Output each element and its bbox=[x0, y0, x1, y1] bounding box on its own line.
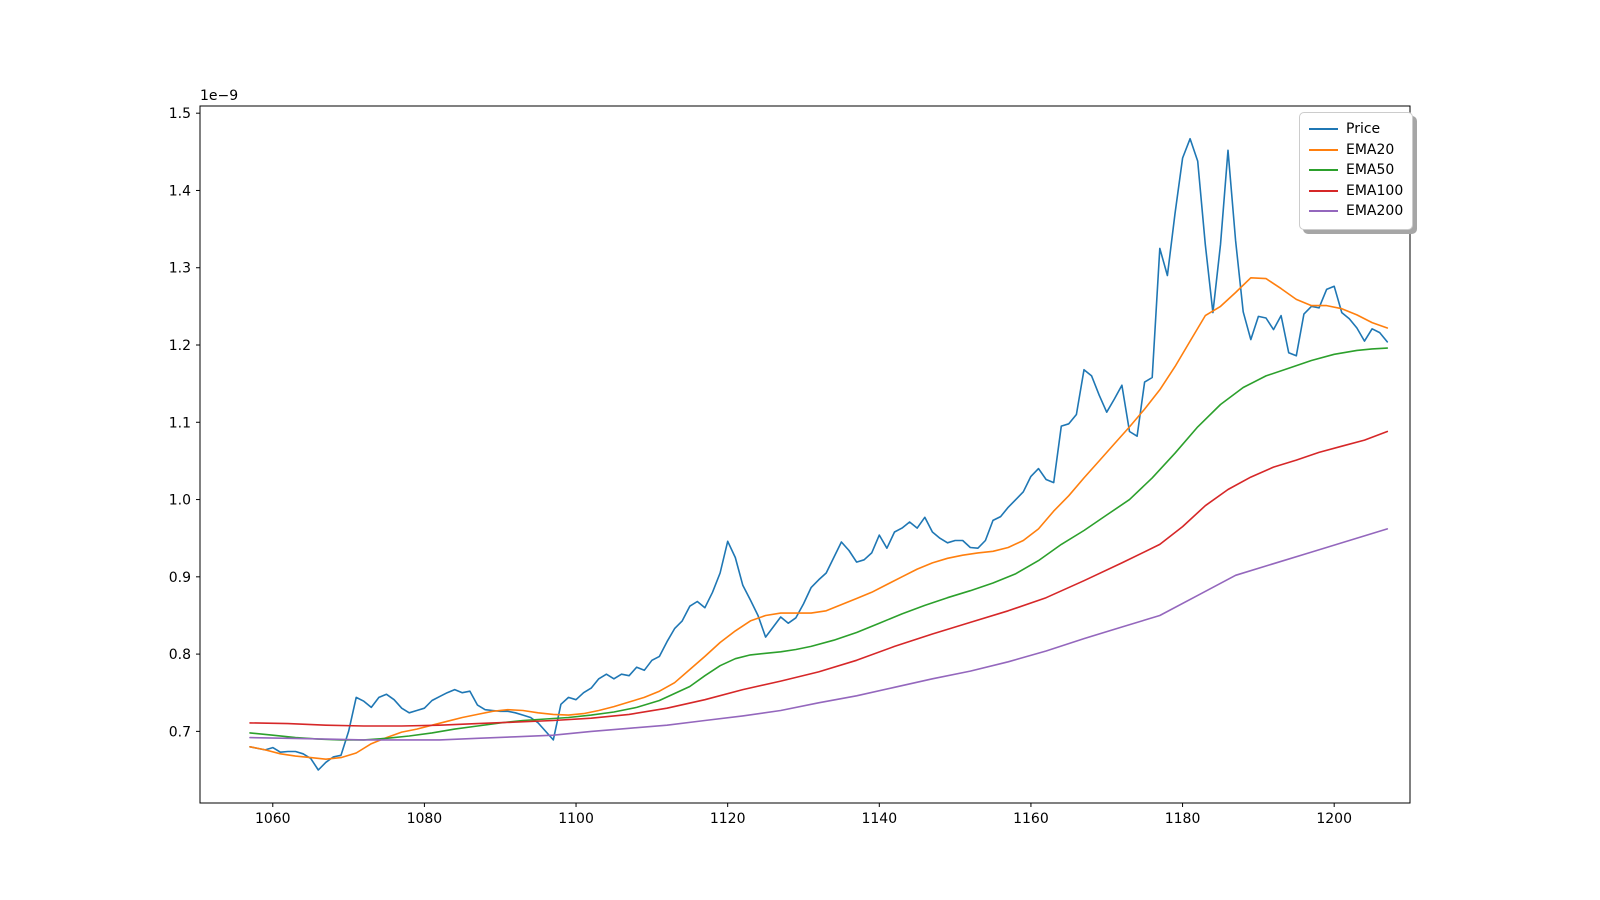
legend-label: EMA100 bbox=[1346, 182, 1404, 199]
legend-line-swatch bbox=[1309, 128, 1338, 131]
legend-entry-ema100: EMA100 bbox=[1309, 181, 1403, 202]
y-tick-label: 1.2 bbox=[169, 338, 191, 354]
legend-label: EMA200 bbox=[1346, 203, 1404, 220]
x-tick-label: 1140 bbox=[861, 811, 897, 827]
axes-spines bbox=[199, 105, 1411, 804]
y-axis-offset-label: 1e−9 bbox=[200, 88, 238, 104]
legend-label: Price bbox=[1346, 121, 1381, 138]
legend: Price EMA20 EMA50 EMA100 EMA200 bbox=[1299, 112, 1413, 230]
legend-line-swatch bbox=[1309, 169, 1338, 172]
series-line-ema100 bbox=[249, 430, 1389, 727]
y-tick-label: 0.8 bbox=[169, 647, 191, 663]
legend-entry-ema20: EMA20 bbox=[1309, 140, 1403, 161]
y-tick-label: 1.3 bbox=[169, 261, 191, 277]
legend-entry-ema50: EMA50 bbox=[1309, 160, 1403, 181]
legend-label: EMA20 bbox=[1346, 141, 1395, 158]
x-tick-label: 1120 bbox=[710, 811, 746, 827]
legend-label: EMA50 bbox=[1346, 162, 1395, 179]
legend-entry-price: Price bbox=[1309, 119, 1403, 140]
y-tick-label: 1.0 bbox=[169, 493, 191, 509]
legend-entry-ema200: EMA200 bbox=[1309, 201, 1403, 222]
legend-line-swatch bbox=[1309, 189, 1338, 192]
legend-line-swatch bbox=[1309, 148, 1338, 151]
x-tick-label: 1060 bbox=[255, 811, 291, 827]
series-line-ema20 bbox=[249, 276, 1389, 761]
x-tick-label: 1180 bbox=[1165, 811, 1201, 827]
x-tick-label: 1160 bbox=[1013, 811, 1049, 827]
series-line-price bbox=[249, 137, 1389, 771]
y-tick-label: 1.5 bbox=[169, 106, 191, 122]
y-tick-label: 0.9 bbox=[169, 570, 191, 586]
x-tick-label: 1080 bbox=[407, 811, 443, 827]
y-tick-label: 1.1 bbox=[169, 415, 191, 431]
series-line-ema50 bbox=[249, 347, 1389, 741]
series-line-ema200 bbox=[249, 528, 1389, 741]
x-tick-label: 1100 bbox=[558, 811, 594, 827]
x-tick-label: 1200 bbox=[1316, 811, 1352, 827]
y-tick-label: 1.4 bbox=[169, 183, 191, 199]
legend-line-swatch bbox=[1309, 210, 1338, 213]
y-tick-label: 0.7 bbox=[169, 724, 191, 740]
